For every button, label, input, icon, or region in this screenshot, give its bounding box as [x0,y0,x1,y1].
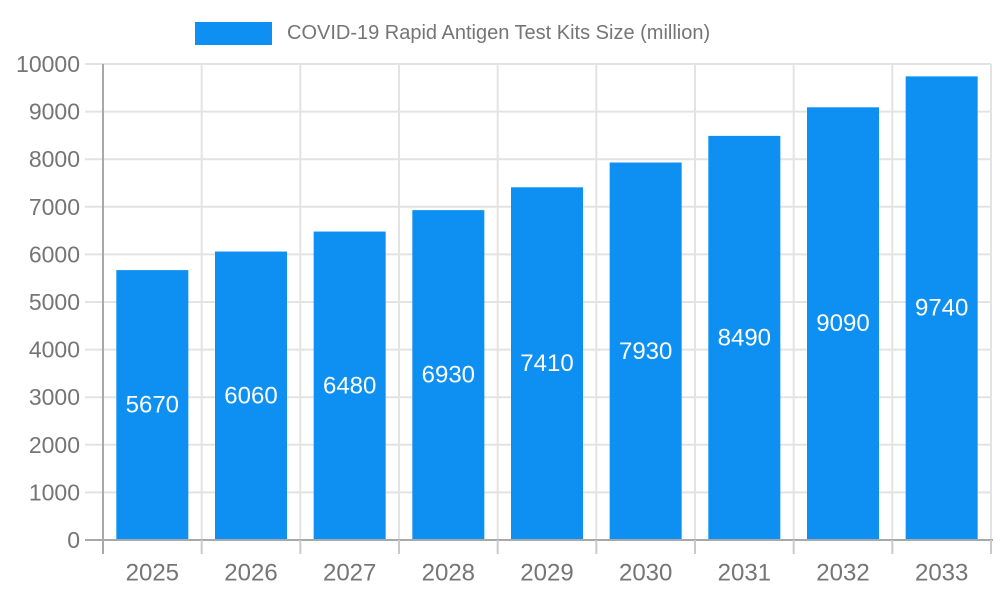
bar [905,76,978,540]
y-tick-label: 1000 [29,479,80,505]
legend-label: COVID-19 Rapid Antigen Test Kits Size (m… [287,22,711,44]
y-tick-label: 0 [67,527,80,553]
x-tick-label: 2030 [619,560,672,587]
y-tick-label: 8000 [29,146,80,172]
x-tick-label: 2032 [816,560,869,587]
x-tick-label: 2031 [718,560,771,587]
x-tick-label: 2026 [224,560,277,587]
x-tick-label: 2027 [323,560,376,587]
bar [412,210,485,540]
bar-value-label: 6930 [422,362,475,389]
bar [807,107,879,540]
y-tick-label: 9000 [29,99,80,125]
bar-value-label: 6060 [224,382,277,409]
y-tick-label: 3000 [29,384,80,410]
bar-value-label: 5670 [126,392,179,419]
y-tick-label: 4000 [29,337,80,363]
bar-value-label: 6480 [323,372,376,399]
x-tick-label: 2028 [422,560,475,587]
bar-value-label: 7930 [619,338,672,365]
y-tick-label: 2000 [29,432,80,458]
y-tick-label: 7000 [29,194,80,220]
bar [215,251,287,540]
x-tick-label: 2029 [520,560,573,587]
bar [116,270,189,540]
x-tick-label: 2033 [915,560,968,587]
bar-value-label: 9740 [915,295,968,322]
bar-value-label: 8490 [718,324,771,351]
y-tick-label: 6000 [29,241,80,267]
bar [313,231,386,540]
legend: COVID-19 Rapid Antigen Test Kits Size (m… [195,20,710,47]
bar-value-label: 9090 [816,310,869,337]
bar [511,187,583,540]
bar [708,135,781,540]
x-tick-label: 2025 [126,560,179,587]
legend-swatch [195,22,272,45]
bar [609,162,682,541]
y-tick-label: 5000 [29,289,80,315]
y-tick-label: 10000 [16,51,80,77]
bar-value-label: 7410 [520,350,573,377]
